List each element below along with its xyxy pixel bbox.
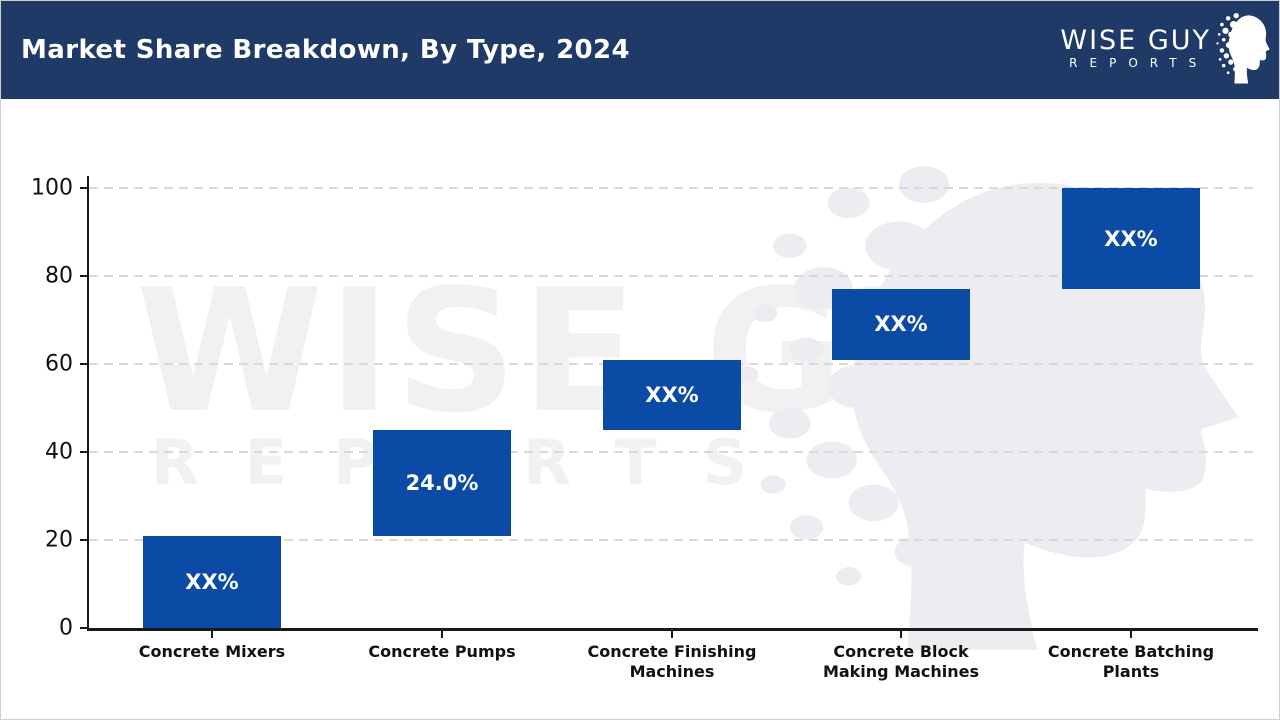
x-tick-mark <box>671 631 673 638</box>
x-axis-category-label: Concrete Batching Plants <box>1011 642 1251 682</box>
x-tick-mark <box>441 631 443 638</box>
y-axis-tick-label: 0 <box>59 615 73 641</box>
y-axis-tick-label: 60 <box>45 351 73 377</box>
bar-value-label: XX% <box>874 312 928 337</box>
y-tick-mark <box>80 187 88 189</box>
y-axis-tick-label: 40 <box>45 439 73 465</box>
header-bar: Market Share Breakdown, By Type, 2024 WI… <box>1 1 1279 99</box>
x-axis-category-label: Concrete Mixers <box>92 642 332 662</box>
category-label-line: Machines <box>629 662 715 681</box>
wiseguy-logo: WISE GUY REPORTS <box>1060 9 1271 87</box>
category-label-line: Concrete Block <box>833 642 969 661</box>
head-profile-dots-icon <box>1216 12 1270 84</box>
chart-title: Market Share Breakdown, By Type, 2024 <box>21 35 631 65</box>
category-label-line: Concrete Batching <box>1047 642 1215 661</box>
bar-concrete-finishing-machines: XX% <box>603 359 741 430</box>
y-axis-tick-label: 80 <box>45 263 73 289</box>
x-axis-category-label: Concrete Pumps <box>322 642 562 662</box>
x-axis-line <box>87 628 1258 631</box>
plot-area: 0 20 40 60 80 100 XX% Concrete Mixers 24.0% Concr… <box>1 99 1279 719</box>
category-label-line: Making Machines <box>822 662 980 681</box>
category-label-line: Plants <box>1102 662 1160 681</box>
x-axis-category-label: Concrete Finishing Machines <box>552 642 792 682</box>
x-tick-mark <box>211 631 213 638</box>
y-axis-line <box>87 176 89 630</box>
y-axis-tick-label: 100 <box>31 175 73 201</box>
category-label-line: Concrete Mixers <box>138 642 286 661</box>
bar-value-label: XX% <box>185 569 239 594</box>
category-label-line: Concrete Finishing <box>587 642 757 661</box>
y-gridline <box>89 275 1258 277</box>
y-gridline <box>89 451 1258 453</box>
x-tick-mark <box>900 631 902 638</box>
y-gridline <box>89 187 1258 189</box>
bar-concrete-block-making-machines: XX% <box>832 289 970 360</box>
logo-subtitle: REPORTS <box>1069 56 1209 70</box>
bar-concrete-batching-plants: XX% <box>1062 188 1200 290</box>
y-tick-mark <box>80 627 88 629</box>
y-axis-tick-label: 20 <box>45 527 73 553</box>
y-gridline <box>89 539 1258 541</box>
bar-value-label: XX% <box>645 382 699 407</box>
bar-concrete-mixers: XX% <box>143 535 281 628</box>
y-tick-mark <box>80 539 88 541</box>
logo-wordmark: WISE GUY <box>1060 25 1211 56</box>
y-tick-mark <box>80 363 88 365</box>
x-axis-category-label: Concrete Block Making Machines <box>781 642 1021 682</box>
x-tick-mark <box>1130 631 1132 638</box>
y-tick-mark <box>80 275 88 277</box>
logo-text: WISE GUY REPORTS <box>1060 25 1211 71</box>
bar-value-label: XX% <box>1104 226 1158 251</box>
y-tick-mark <box>80 451 88 453</box>
bar-value-label: 24.0% <box>405 470 479 495</box>
chart-canvas: WISE GUY REPORTS 020406080100XX%Concrete… <box>1 99 1279 719</box>
bar-concrete-pumps: 24.0% <box>373 430 511 536</box>
category-label-line: Concrete Pumps <box>368 642 516 661</box>
